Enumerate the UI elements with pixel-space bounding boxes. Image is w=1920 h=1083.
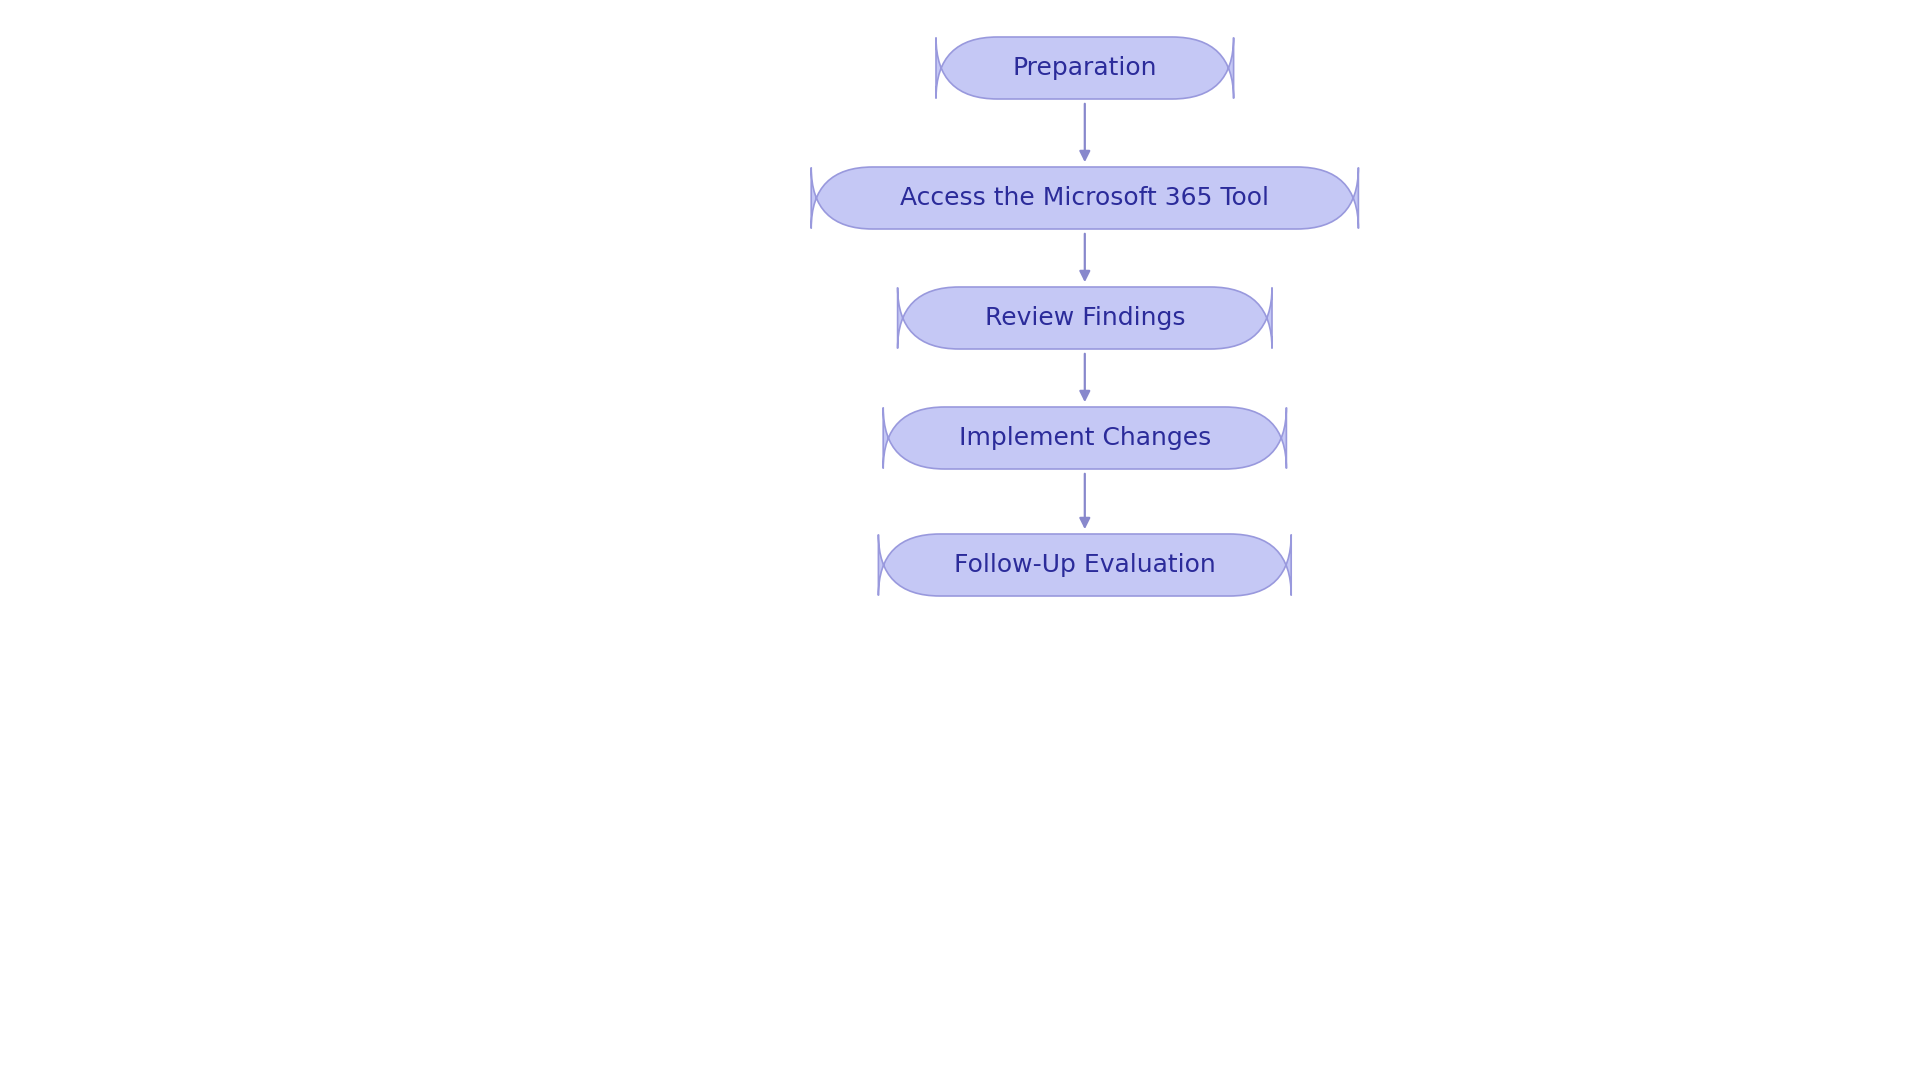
Text: Access the Microsoft 365 Tool: Access the Microsoft 365 Tool (900, 186, 1269, 210)
Text: Follow-Up Evaluation: Follow-Up Evaluation (954, 553, 1215, 577)
FancyBboxPatch shape (897, 287, 1271, 349)
FancyBboxPatch shape (883, 407, 1286, 469)
Text: Review Findings: Review Findings (985, 306, 1185, 330)
Text: Preparation: Preparation (1012, 56, 1158, 80)
Text: Implement Changes: Implement Changes (958, 426, 1212, 451)
FancyBboxPatch shape (877, 534, 1290, 596)
FancyBboxPatch shape (937, 37, 1233, 99)
FancyBboxPatch shape (812, 167, 1359, 229)
